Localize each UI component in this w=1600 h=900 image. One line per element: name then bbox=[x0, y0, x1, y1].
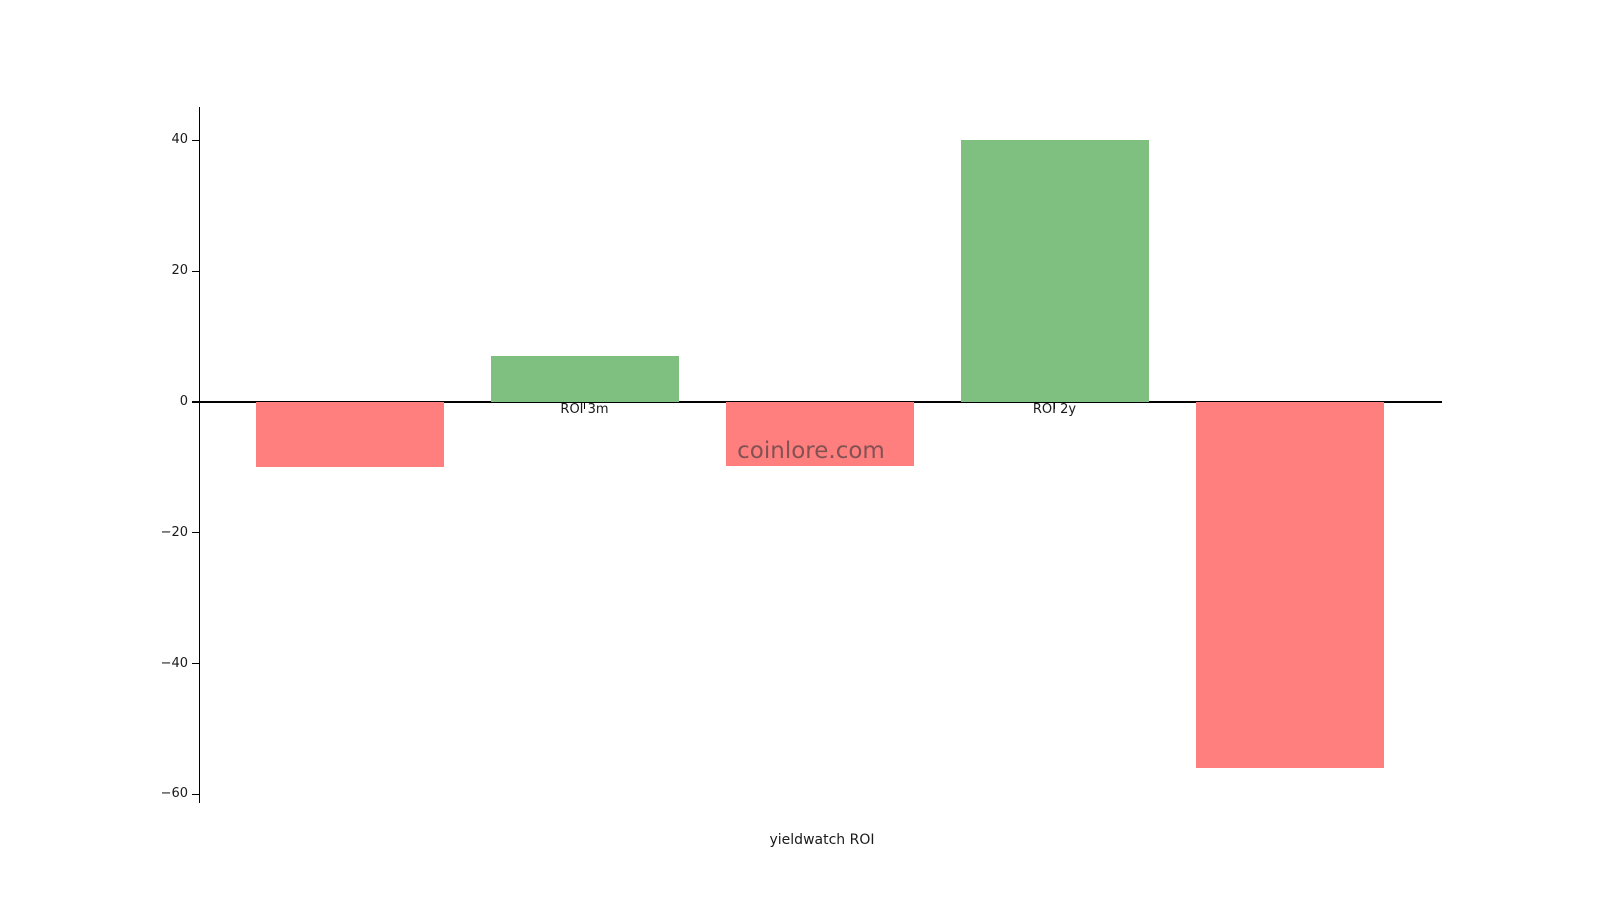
y-tick-mark bbox=[192, 139, 199, 142]
y-tick-label: 40 bbox=[171, 132, 188, 148]
y-tick-label: 0 bbox=[179, 394, 188, 409]
y-tick-mark bbox=[192, 270, 199, 272]
y-tick-mark bbox=[192, 532, 199, 534]
watermark-text: coinlore.com bbox=[737, 438, 885, 464]
y-tick-label: −60 bbox=[160, 786, 188, 802]
y-axis-line bbox=[199, 107, 201, 803]
y-tick-label: 20 bbox=[171, 263, 188, 279]
y-tick-mark bbox=[192, 662, 199, 665]
y-tick-label: −40 bbox=[160, 655, 188, 671]
bar-unlabeled-0 bbox=[255, 402, 444, 467]
y-tick-label: −20 bbox=[160, 524, 188, 540]
y-tick-mark bbox=[192, 793, 199, 796]
bar-unlabeled-4 bbox=[1195, 402, 1384, 769]
x-axis-title: yieldwatch ROI bbox=[769, 832, 875, 848]
bar-roi-3m bbox=[490, 356, 679, 402]
bar-unlabeled-2 bbox=[725, 402, 914, 467]
y-tick-mark bbox=[192, 401, 199, 403]
x-tick-label: ROI 2y bbox=[1032, 402, 1077, 417]
x-tick-mark bbox=[1053, 402, 1056, 410]
bar-roi-2y bbox=[960, 140, 1149, 402]
x-tick-mark bbox=[583, 402, 586, 410]
x-tick-label: ROI 3m bbox=[560, 402, 609, 417]
